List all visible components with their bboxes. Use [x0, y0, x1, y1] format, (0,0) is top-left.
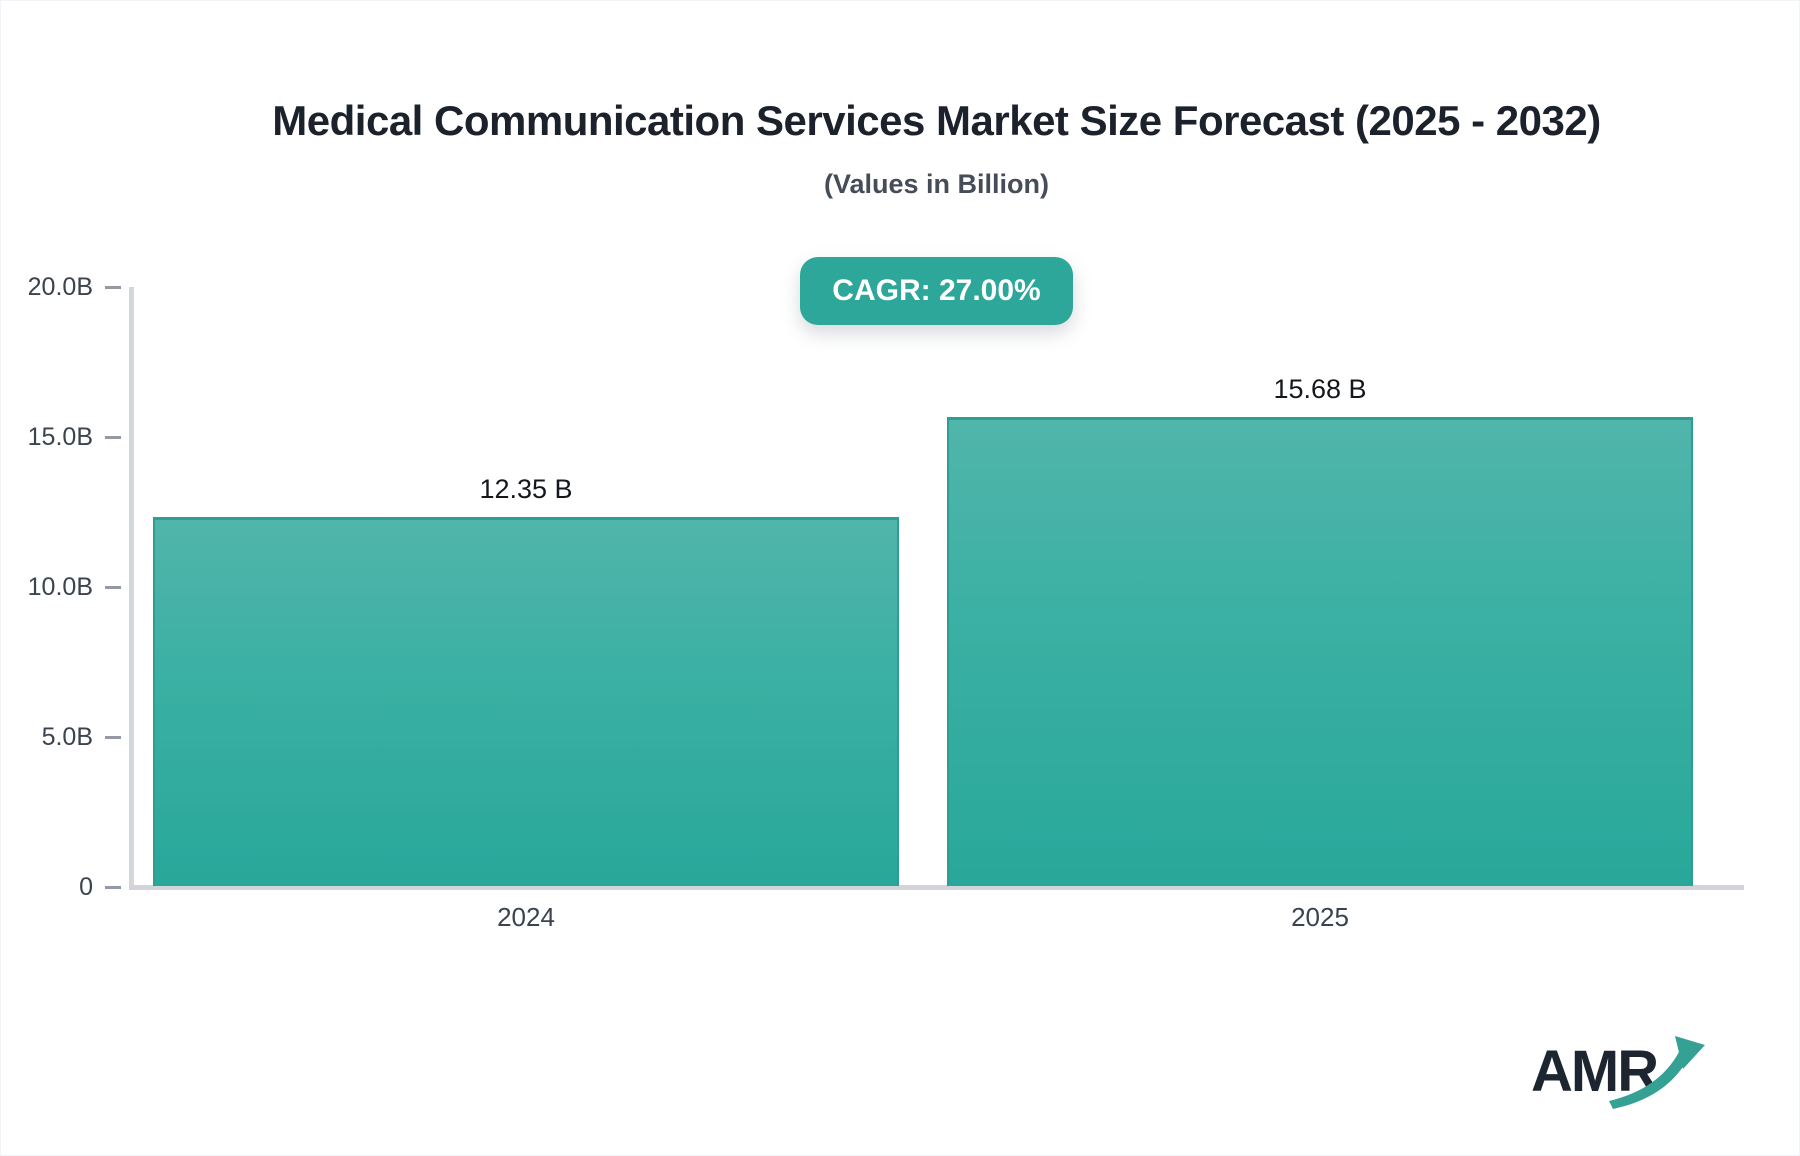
y-tick-dash [105, 285, 121, 289]
y-tick-label: 20.0B [27, 273, 93, 301]
cagr-badge-wrap: CAGR: 27.00% [129, 257, 1744, 325]
y-axis-line [129, 287, 134, 889]
bar-2025 [947, 416, 1693, 886]
y-tick-dash [105, 885, 121, 889]
bar-2024 [153, 516, 899, 886]
amr-logo: AMR [1531, 1036, 1705, 1109]
y-tick-dash [105, 735, 121, 739]
cagr-badge: CAGR: 27.00% [800, 257, 1073, 325]
x-axis-baseline [129, 885, 1744, 890]
chart-subtitle: (Values in Billion) [823, 169, 1050, 199]
chart-title: Medical Communication Services Market Si… [272, 97, 1601, 144]
y-tick-dash [105, 585, 121, 589]
y-tick-label: 15.0B [27, 423, 93, 451]
x-axis-label: 2024 [497, 902, 555, 932]
bar-value-label: 15.68 B [1273, 373, 1367, 404]
bar-value-label: 12.35 B [479, 473, 573, 504]
x-axis-label: 2025 [1291, 902, 1349, 932]
y-tick-dash [105, 435, 121, 439]
y-tick-label: 10.0B [27, 573, 93, 601]
y-tick-label: 5.0B [41, 723, 93, 751]
amr-logo-arrow-head-icon [1675, 1036, 1705, 1069]
y-tick-label: 0 [79, 873, 93, 901]
